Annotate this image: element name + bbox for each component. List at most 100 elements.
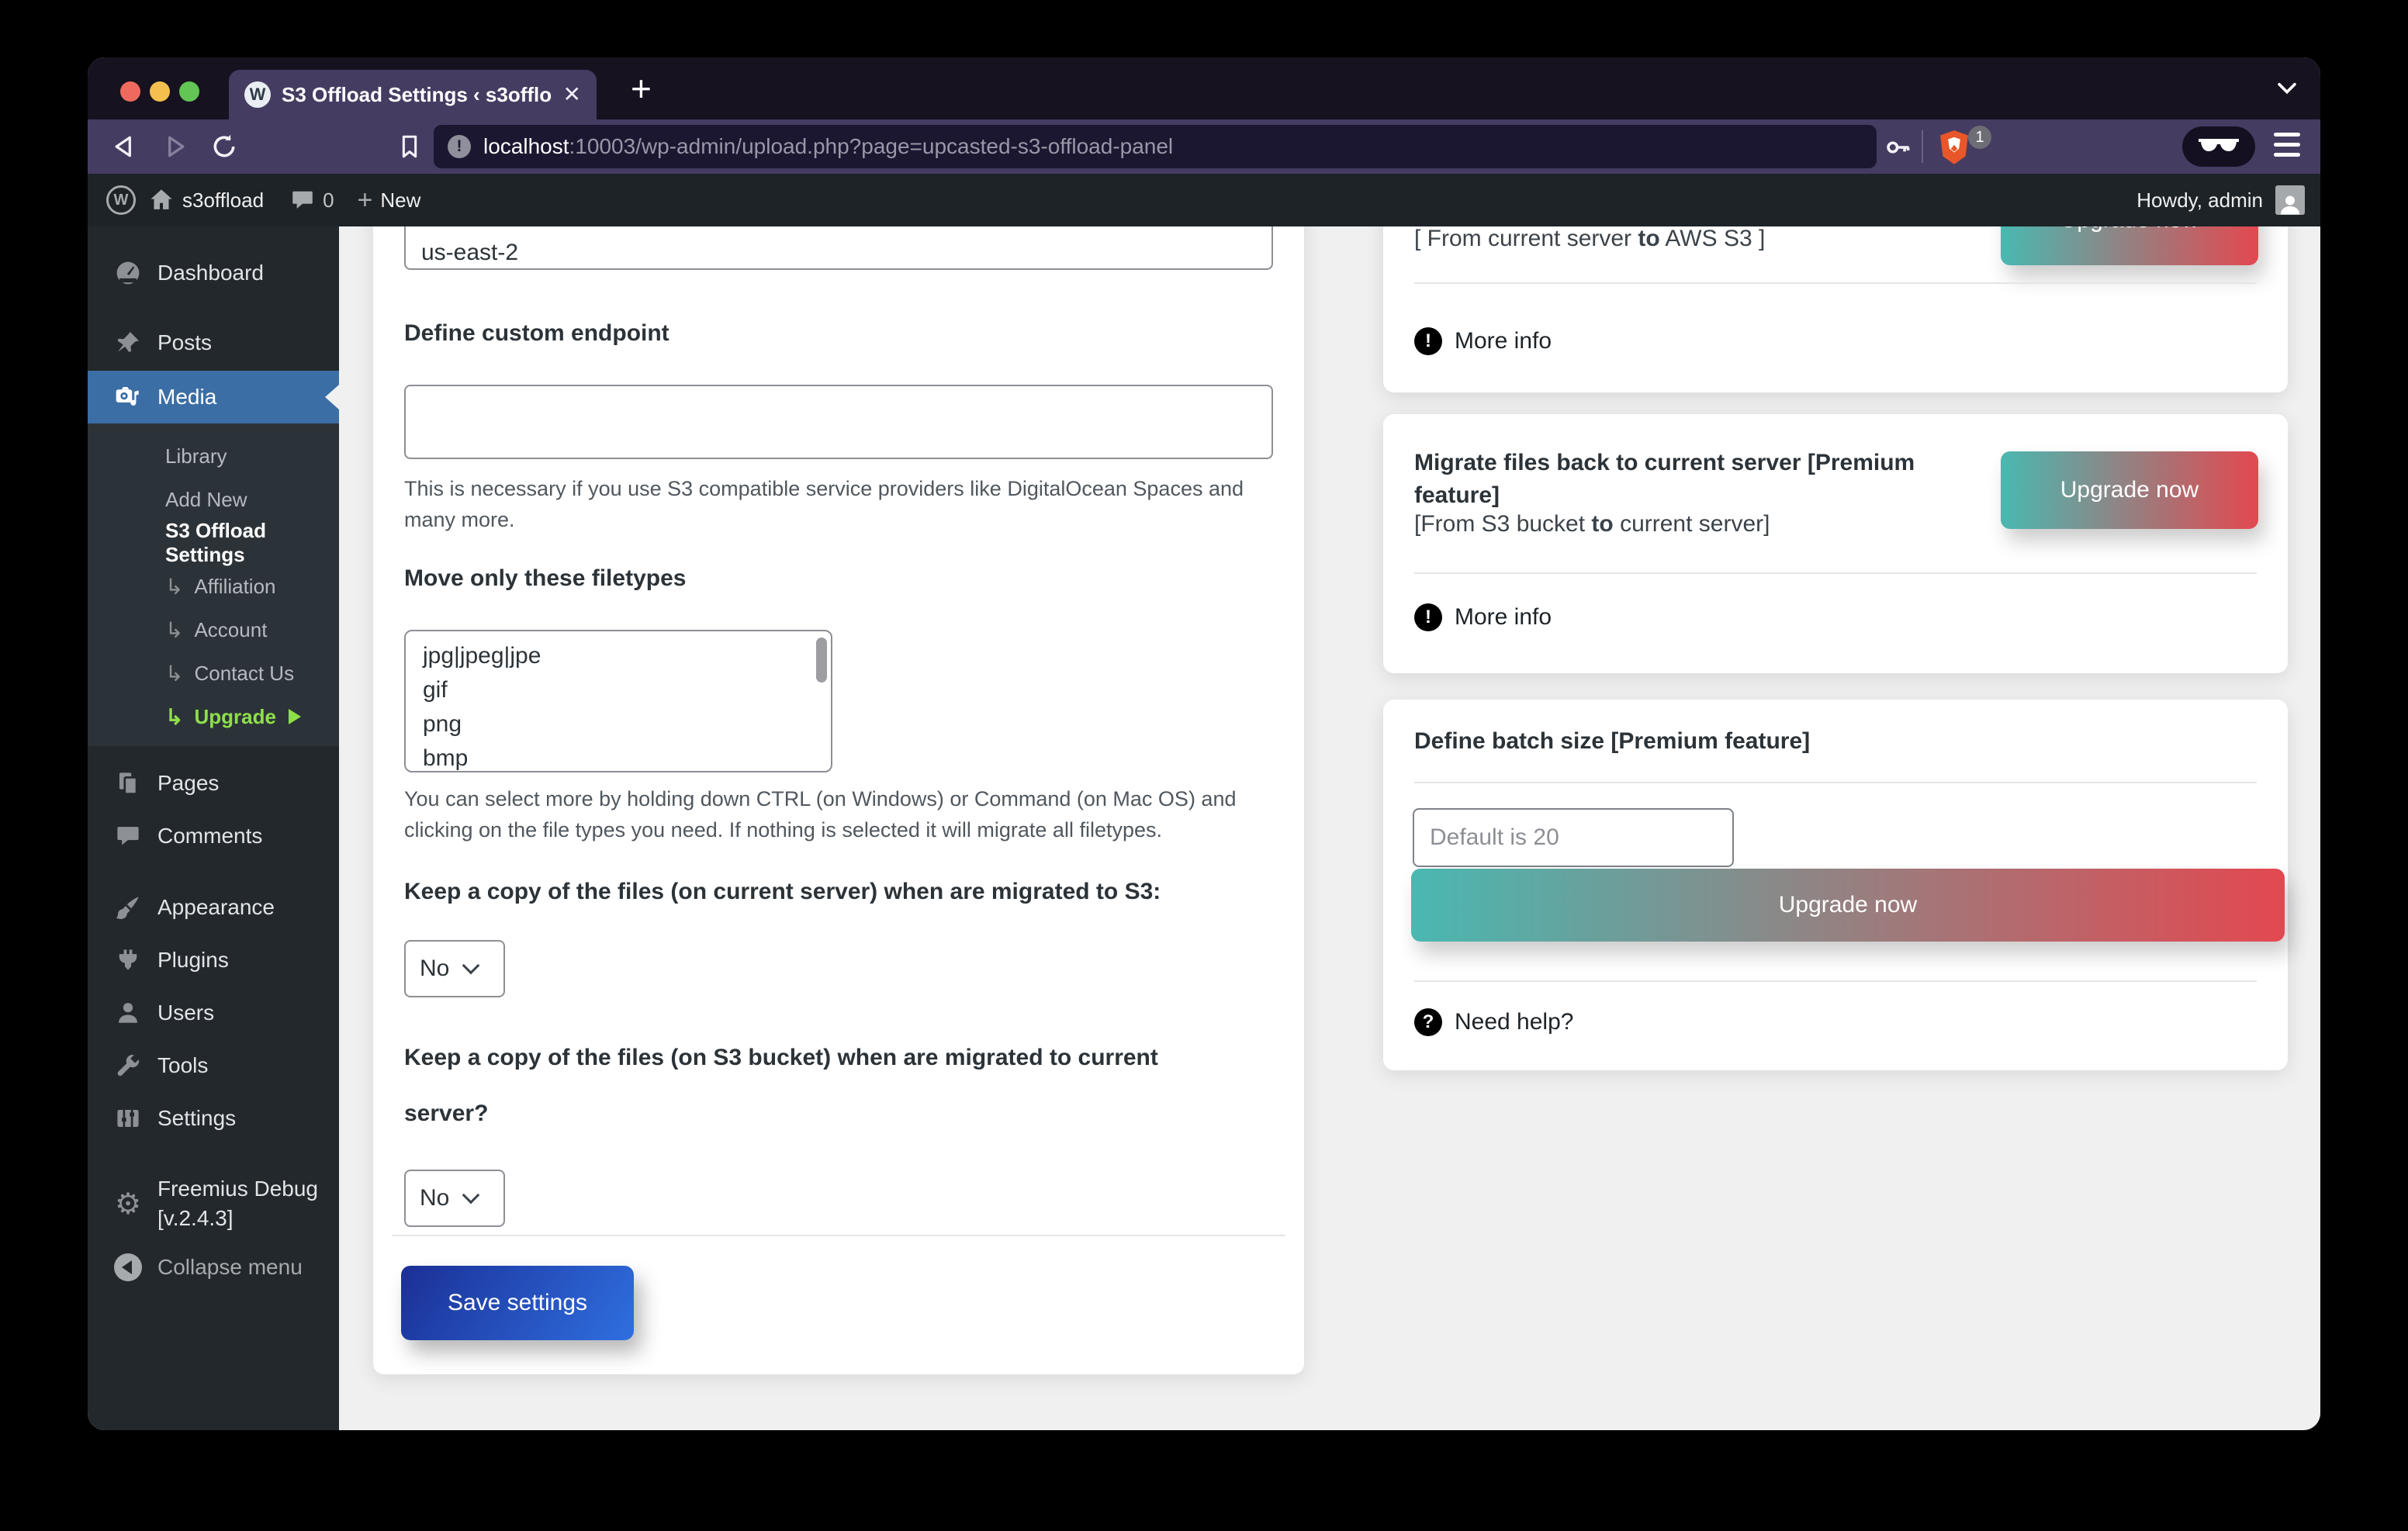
info-exclamation-icon: ! (1414, 327, 1442, 355)
toolbar-separator (1922, 130, 1923, 163)
keep-current-label: Keep a copy of the files (on current ser… (404, 879, 1161, 904)
tab-list-chevron-icon[interactable] (2274, 74, 2300, 101)
minimize-window-button[interactable] (150, 81, 170, 102)
comment-icon (292, 191, 313, 209)
sidebar-item-pages[interactable]: Pages (88, 757, 339, 810)
browser-tab[interactable]: W S3 Offload Settings ‹ s3offload ✕ (229, 70, 597, 119)
endpoint-help: This is necessary if you use S3 compatib… (404, 477, 1244, 531)
comments-icon (99, 823, 157, 849)
url-text: localhost:10003/wp-admin/upload.php?page… (483, 134, 1174, 158)
filetype-option[interactable]: bmp (423, 745, 469, 771)
sidebar-item-users[interactable]: Users (88, 987, 339, 1039)
region-input[interactable] (404, 226, 1273, 270)
sidebar-item-appearance[interactable]: Appearance (88, 881, 339, 934)
address-bar[interactable]: ! localhost:10003/wp-admin/upload.php?pa… (434, 125, 1877, 168)
sidebar-item-collapse-menu[interactable]: Collapse menu (88, 1241, 339, 1294)
pushpin-icon (99, 330, 157, 356)
sidebar-item-library[interactable]: Library (165, 444, 227, 468)
sidebar-item-posts[interactable]: Posts (88, 316, 339, 369)
home-icon (150, 189, 172, 209)
submenu-hook-icon: ↳ (165, 704, 184, 729)
close-window-button[interactable] (120, 81, 140, 102)
avatar[interactable] (2275, 185, 2305, 215)
reload-button[interactable] (210, 133, 238, 161)
media-submenu: Library Add New S3 Offload Settings ↳ Aff… (88, 423, 339, 746)
brave-rewards-pill[interactable] (2182, 126, 2255, 167)
sidebar-item-comments[interactable]: Comments (88, 810, 339, 862)
sidebar-item-tools[interactable]: Tools (88, 1039, 339, 1092)
site-info-icon[interactable]: ! (448, 135, 471, 158)
wordpress-logo-icon[interactable]: W (106, 185, 136, 215)
save-settings-button[interactable]: Save settings (401, 1266, 634, 1340)
need-help-link[interactable]: ? Need help? (1414, 1008, 1573, 1036)
sidebar-item-upgrade[interactable]: ↳ Upgrade (88, 695, 339, 738)
batch-size-title: Define batch size [Premium feature] (1414, 728, 1811, 754)
password-key-icon[interactable] (1884, 133, 1912, 161)
batch-size-input[interactable] (1413, 808, 1734, 867)
sidebar-item-account[interactable]: ↳ Account (165, 617, 268, 642)
migrate-back-route: [From S3 bucket to current server] (1414, 511, 1770, 537)
upgrade-now-button[interactable]: Upgrade now (2001, 451, 2258, 529)
sidebar-item-affiliation[interactable]: ↳ Affiliation (165, 574, 276, 599)
endpoint-input[interactable] (404, 385, 1273, 459)
plugin-settings-page: Define custom endpoint This is necessary… (339, 226, 2320, 1430)
sidebar-item-add-new[interactable]: Add New (165, 487, 247, 511)
new-content-menu[interactable]: + New (357, 185, 421, 215)
more-info-link[interactable]: ! More info (1414, 327, 1552, 355)
sidebar-item-media[interactable]: Media (88, 371, 339, 423)
menu-icon[interactable] (2274, 133, 2300, 157)
tab-strip: W S3 Offload Settings ‹ s3offload ✕ + (88, 57, 2320, 119)
new-tab-button[interactable]: + (631, 68, 652, 109)
filetype-option[interactable]: gif (423, 677, 448, 703)
upgrade-now-button[interactable]: Upgrade now (1411, 869, 2285, 942)
zoom-window-button[interactable] (179, 81, 199, 102)
migrate-to-s3-route: [ From current server to AWS S3 ] (1414, 226, 1766, 251)
sidebar-item-s3-offload-settings[interactable]: S3 Offload Settings (165, 519, 267, 566)
card-divider (1414, 782, 2257, 783)
sidebar-item-dashboard[interactable]: Dashboard (88, 247, 339, 299)
forward-button[interactable] (161, 133, 189, 161)
bookmark-icon[interactable] (396, 133, 423, 160)
howdy-text[interactable]: Howdy, admin (2136, 188, 2263, 212)
browser-window: W S3 Offload Settings ‹ s3offload ✕ + ! (88, 57, 2320, 1430)
keep-current-select[interactable]: No (404, 940, 505, 997)
sidebar-item-contact-us[interactable]: ↳ Contact Us (165, 661, 295, 686)
chevron-down-icon (462, 956, 480, 975)
wordpress-favicon-icon: W (244, 81, 271, 108)
plus-icon: + (357, 185, 373, 215)
form-divider (392, 1235, 1285, 1236)
submenu-hook-icon: ↳ (165, 661, 184, 686)
upgrade-arrow-icon (288, 709, 301, 724)
collapse-icon (99, 1253, 157, 1281)
filetype-option[interactable]: jpg|jpeg|jpe (423, 643, 541, 669)
dashboard-icon (99, 259, 157, 287)
new-label: New (380, 188, 421, 212)
filetypes-listbox[interactable]: jpg|jpeg|jpe gif png bmp (404, 630, 832, 772)
filetype-option[interactable]: png (423, 711, 462, 737)
browser-toolbar: ! localhost:10003/wp-admin/upload.php?pa… (88, 119, 2320, 174)
plugin-icon (99, 947, 157, 973)
comments-menu[interactable]: 0 (290, 188, 334, 213)
filetypes-label: Move only these filetypes (404, 565, 687, 591)
back-button[interactable] (111, 133, 139, 161)
wrench-icon (99, 1052, 157, 1079)
sidebar-item-plugins[interactable]: Plugins (88, 934, 339, 987)
keep-s3-select[interactable]: No (404, 1170, 505, 1227)
sidebar-item-settings[interactable]: Settings (88, 1092, 339, 1145)
submenu-hook-icon: ↳ (165, 617, 184, 642)
settings-icon (99, 1105, 157, 1132)
more-info-link[interactable]: ! More info (1414, 603, 1552, 631)
brave-shield-icon[interactable] (1937, 129, 1971, 166)
filetypes-help: You can select more by holding down CTRL… (404, 787, 1237, 842)
keep-s3-label: Keep a copy of the files (on S3 bucket) … (404, 1045, 1158, 1126)
paintbrush-icon (99, 894, 157, 921)
card-divider (1414, 282, 2257, 284)
window-controls[interactable] (120, 81, 199, 102)
tab-close-icon[interactable]: ✕ (562, 82, 581, 106)
site-menu[interactable]: s3offload (148, 187, 264, 213)
upgrade-now-button[interactable]: Upgrade now (2001, 226, 2258, 265)
submenu-hook-icon: ↳ (165, 574, 184, 599)
listbox-scrollbar[interactable] (816, 638, 827, 683)
shield-notification-badge: 1 (1968, 126, 1991, 149)
sidebar-item-freemius-debug[interactable]: ⚙ Freemius Debug [v.2.4.3] (88, 1166, 339, 1241)
